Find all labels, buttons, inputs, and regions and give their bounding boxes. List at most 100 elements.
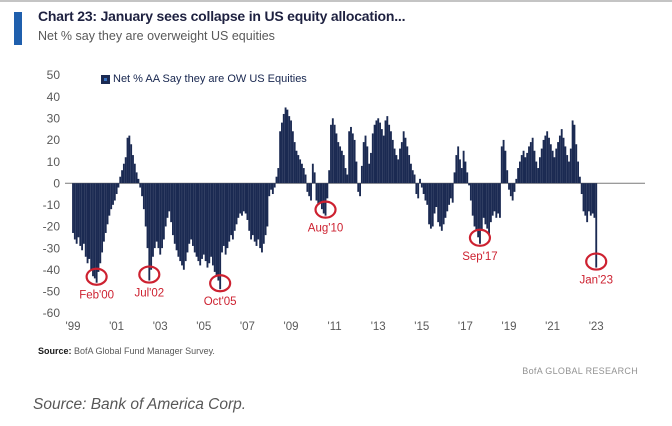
bar (537, 168, 540, 184)
bar (315, 183, 318, 201)
bar (142, 183, 145, 210)
bar (589, 183, 592, 216)
bar (595, 183, 598, 268)
annotation-circle (209, 274, 232, 293)
bar (495, 183, 498, 218)
bar (97, 183, 100, 272)
bar (364, 135, 367, 184)
bar (268, 183, 271, 197)
bar (306, 183, 309, 192)
y-tick-label: -60 (43, 306, 61, 320)
bar (121, 170, 124, 184)
x-tick-label: '03 (153, 321, 168, 333)
chart-title: Chart 23: January sees collapse in US eq… (38, 8, 406, 24)
bar (288, 116, 291, 184)
bar (508, 183, 510, 190)
x-tick-label: '09 (284, 321, 299, 333)
bar (152, 183, 154, 257)
bar (181, 183, 183, 266)
bar (322, 183, 325, 214)
y-tick-label: 20 (47, 133, 61, 147)
bar (360, 165, 363, 184)
bar (431, 183, 434, 227)
bar (575, 144, 578, 184)
bar (233, 183, 236, 231)
x-tick-label: '17 (458, 321, 473, 333)
bar (248, 183, 251, 231)
bar (112, 183, 114, 205)
bar (293, 142, 296, 184)
bar (468, 183, 470, 186)
bar (202, 183, 205, 255)
bar (84, 183, 87, 257)
bar (379, 122, 381, 184)
bar (132, 155, 134, 184)
bar (317, 183, 320, 205)
bar (522, 150, 525, 184)
bar (435, 183, 438, 207)
bar (542, 139, 545, 184)
bar (75, 183, 78, 244)
bar (428, 183, 431, 225)
y-tick-label: 0 (53, 176, 60, 190)
bar (253, 183, 256, 242)
bar (513, 183, 516, 192)
bar (179, 183, 182, 262)
bar (488, 183, 490, 236)
bar (382, 135, 385, 184)
bar (408, 155, 411, 184)
annotation-label: Jul'02 (134, 288, 164, 300)
bar (211, 183, 214, 266)
bar (486, 183, 489, 229)
x-tick-label: '13 (371, 321, 386, 333)
bar (153, 183, 156, 249)
bar (395, 155, 398, 184)
bar (529, 142, 532, 184)
bar (439, 183, 441, 227)
bar (213, 183, 216, 272)
x-tick-label: '15 (414, 321, 429, 333)
bar (511, 183, 514, 201)
bar (348, 131, 351, 184)
bar (459, 159, 461, 184)
bar (311, 163, 314, 184)
bar (300, 163, 303, 184)
y-tick-label: -40 (43, 263, 61, 277)
bar (558, 135, 561, 184)
bar (402, 131, 405, 184)
bar (173, 183, 176, 244)
bar (262, 183, 265, 244)
bar (101, 183, 104, 253)
bar (533, 150, 536, 184)
bar (528, 146, 530, 184)
top-divider (0, 0, 672, 2)
bar (557, 142, 560, 184)
bar (313, 172, 316, 184)
bar (226, 183, 229, 249)
bar (448, 183, 451, 205)
bar (210, 183, 213, 257)
bar (124, 157, 127, 184)
bar (188, 183, 191, 244)
bar (271, 183, 274, 195)
bar (155, 183, 158, 242)
bar (279, 131, 282, 184)
bar (564, 146, 567, 184)
bar (540, 148, 543, 184)
bar (186, 183, 189, 253)
bar (255, 183, 258, 246)
bar (199, 183, 202, 266)
bar (419, 178, 421, 184)
page-caption: Source: Bank of America Corp. (33, 396, 247, 413)
bar (535, 161, 538, 184)
bar (119, 176, 122, 184)
bar (197, 183, 200, 262)
bar (168, 183, 171, 212)
bar (433, 183, 436, 214)
bar (573, 124, 576, 184)
bar (377, 118, 380, 184)
bar (391, 139, 394, 184)
bar (310, 183, 312, 201)
bar (340, 150, 343, 184)
